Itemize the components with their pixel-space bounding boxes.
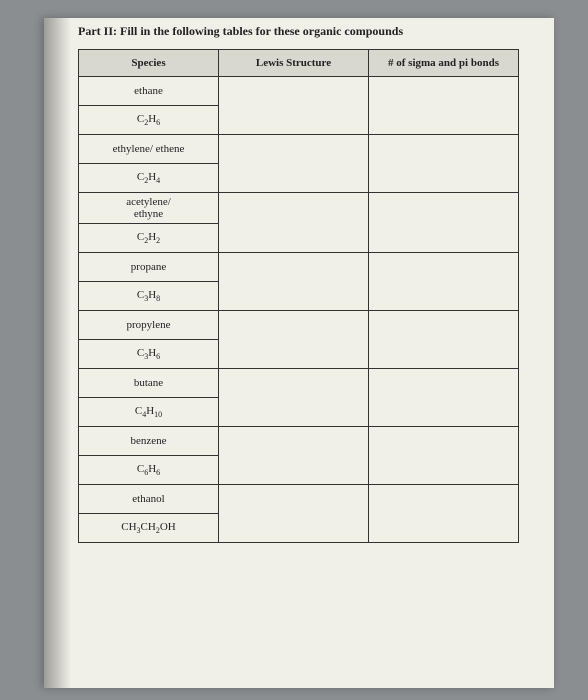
table-row: benzene [79, 427, 519, 456]
header-lewis: Lewis Structure [219, 50, 369, 77]
worksheet-page: Part II: Fill in the following tables fo… [44, 18, 554, 688]
species-name-cell: ethane [79, 77, 219, 106]
bonds-cell [369, 77, 519, 135]
table-header-row: Species Lewis Structure # of sigma and p… [79, 50, 519, 77]
bonds-cell [369, 193, 519, 253]
species-formula-cell: C2H2 [79, 224, 219, 253]
lewis-structure-cell [219, 193, 369, 253]
species-name-cell: propylene [79, 311, 219, 340]
table-row: propane [79, 253, 519, 282]
section-title: Part II: Fill in the following tables fo… [44, 18, 554, 49]
table-row: ethylene/ ethene [79, 135, 519, 164]
lewis-structure-cell [219, 77, 369, 135]
bonds-cell [369, 253, 519, 311]
compounds-table: Species Lewis Structure # of sigma and p… [78, 49, 519, 543]
table-row: ethane [79, 77, 519, 106]
lewis-structure-cell [219, 427, 369, 485]
species-name-cell: butane [79, 369, 219, 398]
lewis-structure-cell [219, 485, 369, 543]
table-row: propylene [79, 311, 519, 340]
species-formula-cell: C3H6 [79, 340, 219, 369]
table-row: acetylene/ethyne [79, 193, 519, 224]
species-formula-cell: CH3CH2OH [79, 514, 219, 543]
species-name-cell: acetylene/ethyne [79, 193, 219, 224]
bonds-cell [369, 135, 519, 193]
lewis-structure-cell [219, 311, 369, 369]
species-formula-cell: C4H10 [79, 398, 219, 427]
species-name-cell: benzene [79, 427, 219, 456]
species-formula-cell: C2H4 [79, 164, 219, 193]
table-row: butane [79, 369, 519, 398]
lewis-structure-cell [219, 135, 369, 193]
species-formula-cell: C6H6 [79, 456, 219, 485]
bonds-cell [369, 369, 519, 427]
species-name-cell: propane [79, 253, 219, 282]
header-species: Species [79, 50, 219, 77]
bonds-cell [369, 427, 519, 485]
header-bonds: # of sigma and pi bonds [369, 50, 519, 77]
species-formula-cell: C2H6 [79, 106, 219, 135]
bonds-cell [369, 485, 519, 543]
lewis-structure-cell [219, 253, 369, 311]
bonds-cell [369, 311, 519, 369]
species-name-cell: ethanol [79, 485, 219, 514]
species-formula-cell: C3H8 [79, 282, 219, 311]
lewis-structure-cell [219, 369, 369, 427]
species-name-cell: ethylene/ ethene [79, 135, 219, 164]
table-row: ethanol [79, 485, 519, 514]
